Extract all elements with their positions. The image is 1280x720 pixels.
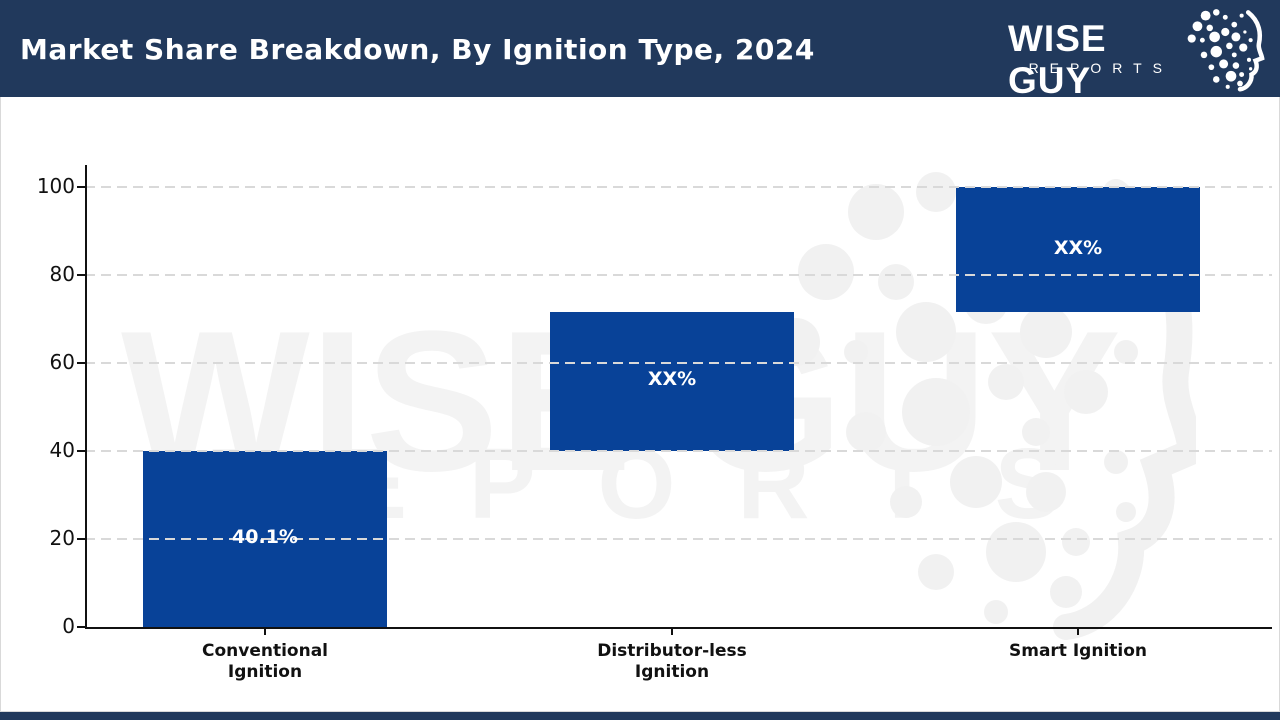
logo-face-icon [1187, 9, 1265, 92]
y-tick-label: 60 [49, 350, 75, 374]
category-label: Distributor-less Ignition [597, 641, 747, 682]
y-axis-line [85, 165, 87, 629]
gridline [85, 186, 1272, 188]
bar [956, 187, 1200, 313]
logo-wordmark: WISE GUY [1008, 18, 1107, 101]
logo-subtext: REPORTS [1028, 60, 1173, 76]
y-tick-mark [77, 538, 85, 540]
y-tick-mark [77, 626, 85, 628]
bar-value-label: 40.1% [232, 525, 298, 548]
y-tick-label: 0 [62, 614, 75, 638]
category-label: Smart Ignition [1008, 641, 1148, 661]
gridline [85, 538, 1272, 540]
y-tick-mark [77, 362, 85, 364]
bar-value-label: XX% [647, 368, 697, 391]
x-axis-line [85, 627, 1272, 629]
y-tick-label: 40 [49, 438, 75, 462]
wiseguy-logo: WISE GUY REPORTS [1008, 0, 1268, 101]
bar-value-label: XX% [1053, 236, 1103, 259]
x-tick-mark [1077, 627, 1079, 635]
y-tick-mark [77, 186, 85, 188]
page-title: Market Share Breakdown, By Ignition Type… [20, 33, 815, 66]
gridline [85, 362, 1272, 364]
y-tick-mark [77, 450, 85, 452]
gridline [85, 450, 1272, 452]
bar [550, 312, 794, 451]
chart-area: WISE GUY REPORTS 0 20 40 60 80 100 40.1% XX% XX%… [0, 97, 1280, 711]
x-tick-mark [671, 627, 673, 635]
footer-bar [0, 711, 1280, 720]
category-label: Conventional Ignition [201, 641, 328, 682]
y-tick-label: 80 [49, 262, 75, 286]
x-tick-mark [264, 627, 266, 635]
gridline [85, 274, 1272, 276]
y-tick-label: 20 [49, 526, 75, 550]
header-bar: Market Share Breakdown, By Ignition Type… [0, 0, 1280, 101]
y-tick-mark [77, 274, 85, 276]
y-tick-label: 100 [36, 174, 75, 198]
